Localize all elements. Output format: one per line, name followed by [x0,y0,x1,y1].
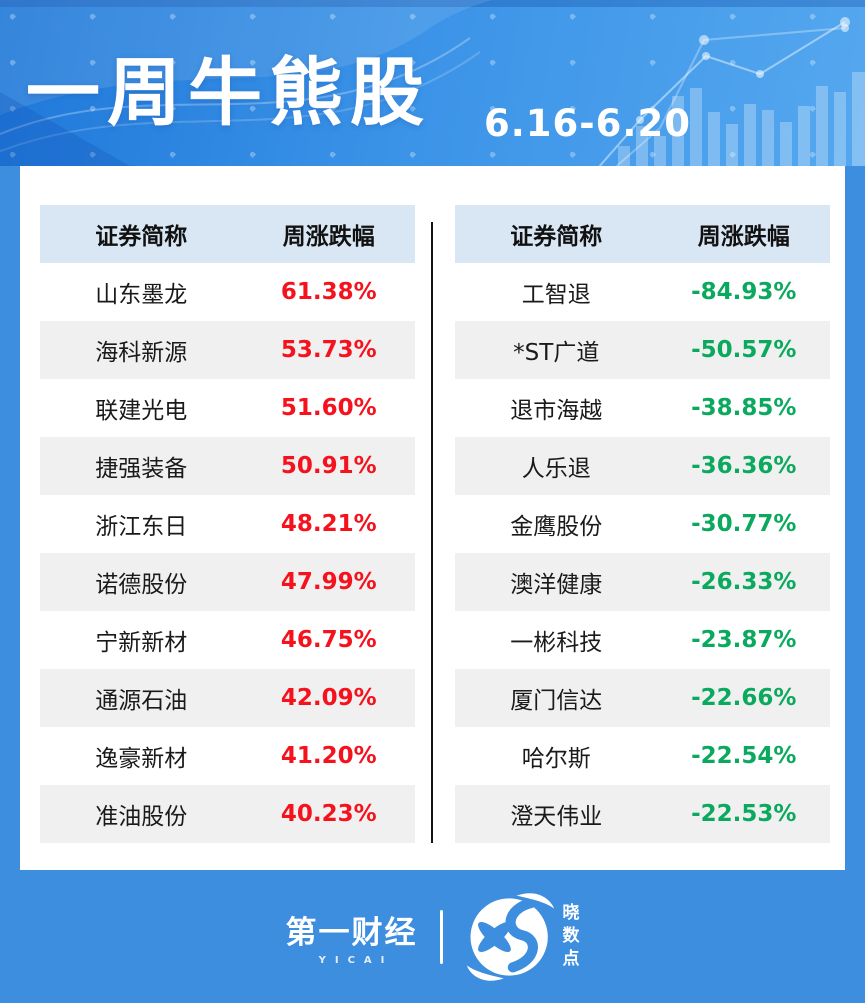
tables-divider-line [431,222,433,843]
table-row: 人乐退 -36.36% [455,437,830,495]
stock-change: 51.60% [280,395,377,421]
table-header-row: 证券简称 周涨跌幅 [455,205,830,263]
wave-shape [0,0,493,116]
table-header-row: 证券简称 周涨跌幅 [40,205,415,263]
table-row: 澳洋健康 -26.33% [455,553,830,611]
xiaoshudian-logo-text: 晓 数 点 [563,902,580,971]
stock-change: 50.91% [280,453,377,479]
stock-change: 61.38% [280,279,377,305]
table-row: 山东墨龙 61.38% [40,263,415,321]
stock-name: 联建光电 [95,398,188,424]
stock-name: 宁新新材 [95,630,188,656]
stock-change: -23.87% [691,627,797,653]
table-row: 捷强装备 50.91% [40,437,415,495]
table-row: 通源石油 42.09% [40,669,415,727]
stock-change: -38.85% [691,395,797,421]
stock-name: 厦门信达 [510,688,603,714]
table-row: 浙江东日 48.21% [40,495,415,553]
stock-name: 退市海越 [510,398,603,424]
table-row: 工智退 -84.93% [455,263,830,321]
table-row: 联建光电 51.60% [40,379,415,437]
corner-triangle [0,92,130,166]
stock-name: 诺德股份 [95,572,188,598]
table-row: 澄天伟业 -22.53% [455,785,830,843]
column-header-change: 周涨跌幅 [282,224,375,250]
stock-name: 工智退 [521,282,591,308]
table-row: 厦门信达 -22.66% [455,669,830,727]
content-panel: 证券简称 周涨跌幅 山东墨龙 61.38% 海科新源 53.73% 联建光电 51.6… [20,166,845,870]
table-row: 宁新新材 46.75% [40,611,415,669]
stock-name: 人乐退 [521,456,591,482]
stock-name: 准油股份 [95,804,188,830]
xiaoshudian-logo-icon [466,892,554,981]
losers-table: 证券简称 周涨跌幅 工智退 -84.93% *ST广道 -50.57% 退市海越 -3… [455,205,830,843]
stock-name: 逸豪新材 [95,746,188,772]
stock-change: -84.93% [691,279,797,305]
table-row: 逸豪新材 41.20% [40,727,415,785]
yicai-logo: 第一财经 YICAI [286,907,418,966]
yicai-logo-cn: 第一财经 [285,915,418,951]
table-row: 金鹰股份 -30.77% [455,495,830,553]
column-header-name: 证券简称 [95,224,188,250]
table-row: 准油股份 40.23% [40,785,415,843]
stock-name: 一彬科技 [510,630,603,656]
stock-change: 46.75% [280,627,377,653]
banner: 一周牛熊股 6.16-6.20 [0,0,865,166]
table-row: 诺德股份 47.99% [40,553,415,611]
date-range: 6.16-6.20 [484,102,691,145]
table-row: 海科新源 53.73% [40,321,415,379]
line-chart-decoration [598,17,850,166]
top-strip [0,0,865,7]
stock-name: 澄天伟业 [510,804,603,830]
logo-char: 数 [562,926,580,946]
stock-name: 浙江东日 [95,514,188,540]
gainers-table: 证券简称 周涨跌幅 山东墨龙 61.38% 海科新源 53.73% 联建光电 51.6… [40,205,415,843]
banner-decoration-art [0,0,865,166]
table-row: 退市海越 -38.85% [455,379,830,437]
stock-change: -22.66% [691,685,797,711]
stock-change: -36.36% [691,453,797,479]
stock-change: -30.77% [691,511,797,537]
stock-change: 53.73% [280,337,377,363]
stock-name: 哈尔斯 [521,746,591,772]
footer-divider-line [439,909,443,964]
page-title: 一周牛熊股 [26,50,431,136]
yicai-logo-en: YICAI [318,955,394,966]
bar-chart-decoration [618,72,865,166]
stock-change: 48.21% [280,511,377,537]
stock-name: 澳洋健康 [510,572,603,598]
logo-char: 晓 [562,903,580,923]
dot-grid-pattern [0,0,865,166]
stock-name: 海科新源 [95,340,188,366]
stock-change: 42.09% [280,685,377,711]
stock-change: 40.23% [280,801,377,827]
footer: 第一财经 YICAI 晓 数 点 [0,870,865,1003]
table-row: *ST广道 -50.57% [455,321,830,379]
column-header-change: 周涨跌幅 [697,224,790,250]
stock-change: -50.57% [691,337,797,363]
stock-name: 捷强装备 [95,456,188,482]
stock-change: -26.33% [691,569,797,595]
stock-change: -22.54% [691,743,797,769]
stock-change: -22.53% [691,801,797,827]
table-row: 一彬科技 -23.87% [455,611,830,669]
stock-name: 金鹰股份 [510,514,603,540]
stock-change: 47.99% [280,569,377,595]
column-header-name: 证券简称 [510,224,603,250]
stock-name: 通源石油 [95,688,188,714]
stock-change: 41.20% [280,743,377,769]
table-row: 哈尔斯 -22.54% [455,727,830,785]
logo-char: 点 [562,949,580,969]
stock-name: 山东墨龙 [95,282,188,308]
stock-name: *ST广道 [513,340,600,366]
